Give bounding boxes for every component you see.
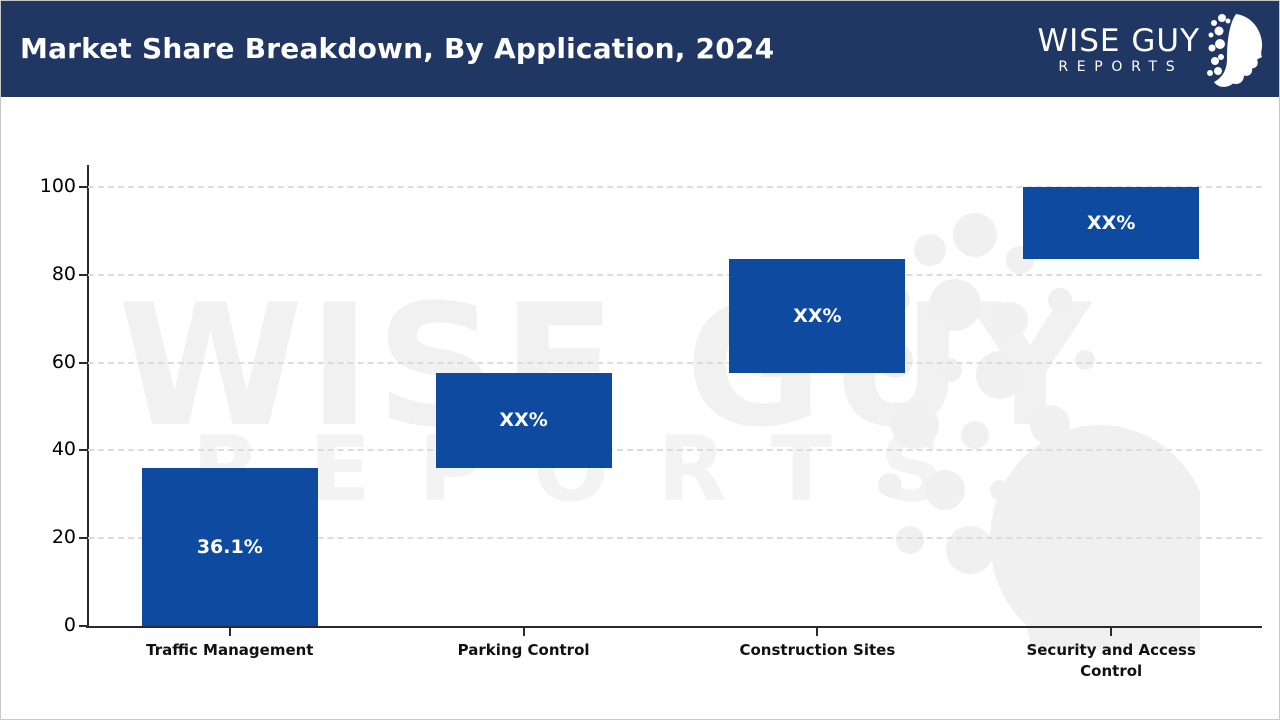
logo-subtitle: REPORTS bbox=[1058, 59, 1184, 75]
gridline-40 bbox=[88, 449, 1262, 452]
logo-wordmark: WISE GUY bbox=[1037, 23, 1200, 59]
category-label: Traffic Management bbox=[146, 641, 314, 659]
header-bar: Market Share Breakdown, By Application, … bbox=[0, 0, 1280, 97]
y-tick-mark bbox=[79, 625, 88, 627]
bar-segment: XX% bbox=[1023, 187, 1200, 259]
y-tick-mark bbox=[79, 361, 88, 364]
page-title: Market Share Breakdown, By Application, … bbox=[20, 32, 775, 65]
y-tick-label: 60 bbox=[51, 350, 76, 373]
wise-guy-reports-logo: WISE GUY REPORTS bbox=[1037, 8, 1266, 92]
x-axis-line bbox=[86, 626, 1262, 628]
y-tick-mark bbox=[79, 537, 88, 540]
y-tick-label: 100 bbox=[39, 175, 76, 197]
y-tick-mark bbox=[79, 273, 88, 276]
bar-value-label: XX% bbox=[793, 304, 842, 327]
x-tick-mark bbox=[1110, 628, 1113, 636]
category-label: Construction Sites bbox=[739, 641, 896, 659]
bar-segment: XX% bbox=[729, 258, 906, 373]
bar-segment: 36.1% bbox=[141, 467, 318, 626]
bar-value-label: XX% bbox=[1087, 211, 1136, 234]
category-label: Parking Control bbox=[457, 641, 590, 659]
gridline-100 bbox=[88, 186, 1262, 188]
bar-segment: XX% bbox=[435, 372, 612, 468]
x-tick-mark bbox=[816, 628, 819, 636]
y-axis-line bbox=[87, 165, 89, 628]
y-tick-mark bbox=[79, 449, 88, 452]
x-tick-mark bbox=[522, 628, 525, 636]
bar-value-label: XX% bbox=[499, 409, 548, 432]
category-label: Security and Access Control bbox=[1026, 641, 1196, 680]
y-tick-label: 0 bbox=[63, 614, 76, 636]
logo-head-icon bbox=[1207, 14, 1263, 87]
logo-text: WISE GUY REPORTS bbox=[1037, 24, 1200, 76]
gridline-60 bbox=[88, 361, 1262, 364]
gridline-80 bbox=[88, 273, 1262, 276]
y-tick-label: 20 bbox=[51, 526, 76, 549]
y-tick-label: 40 bbox=[51, 438, 76, 461]
gridline-20 bbox=[88, 537, 1262, 540]
bar-value-label: 36.1% bbox=[196, 535, 263, 558]
y-tick-mark bbox=[79, 186, 88, 188]
x-tick-mark bbox=[228, 628, 231, 636]
y-tick-label: 80 bbox=[51, 262, 76, 285]
